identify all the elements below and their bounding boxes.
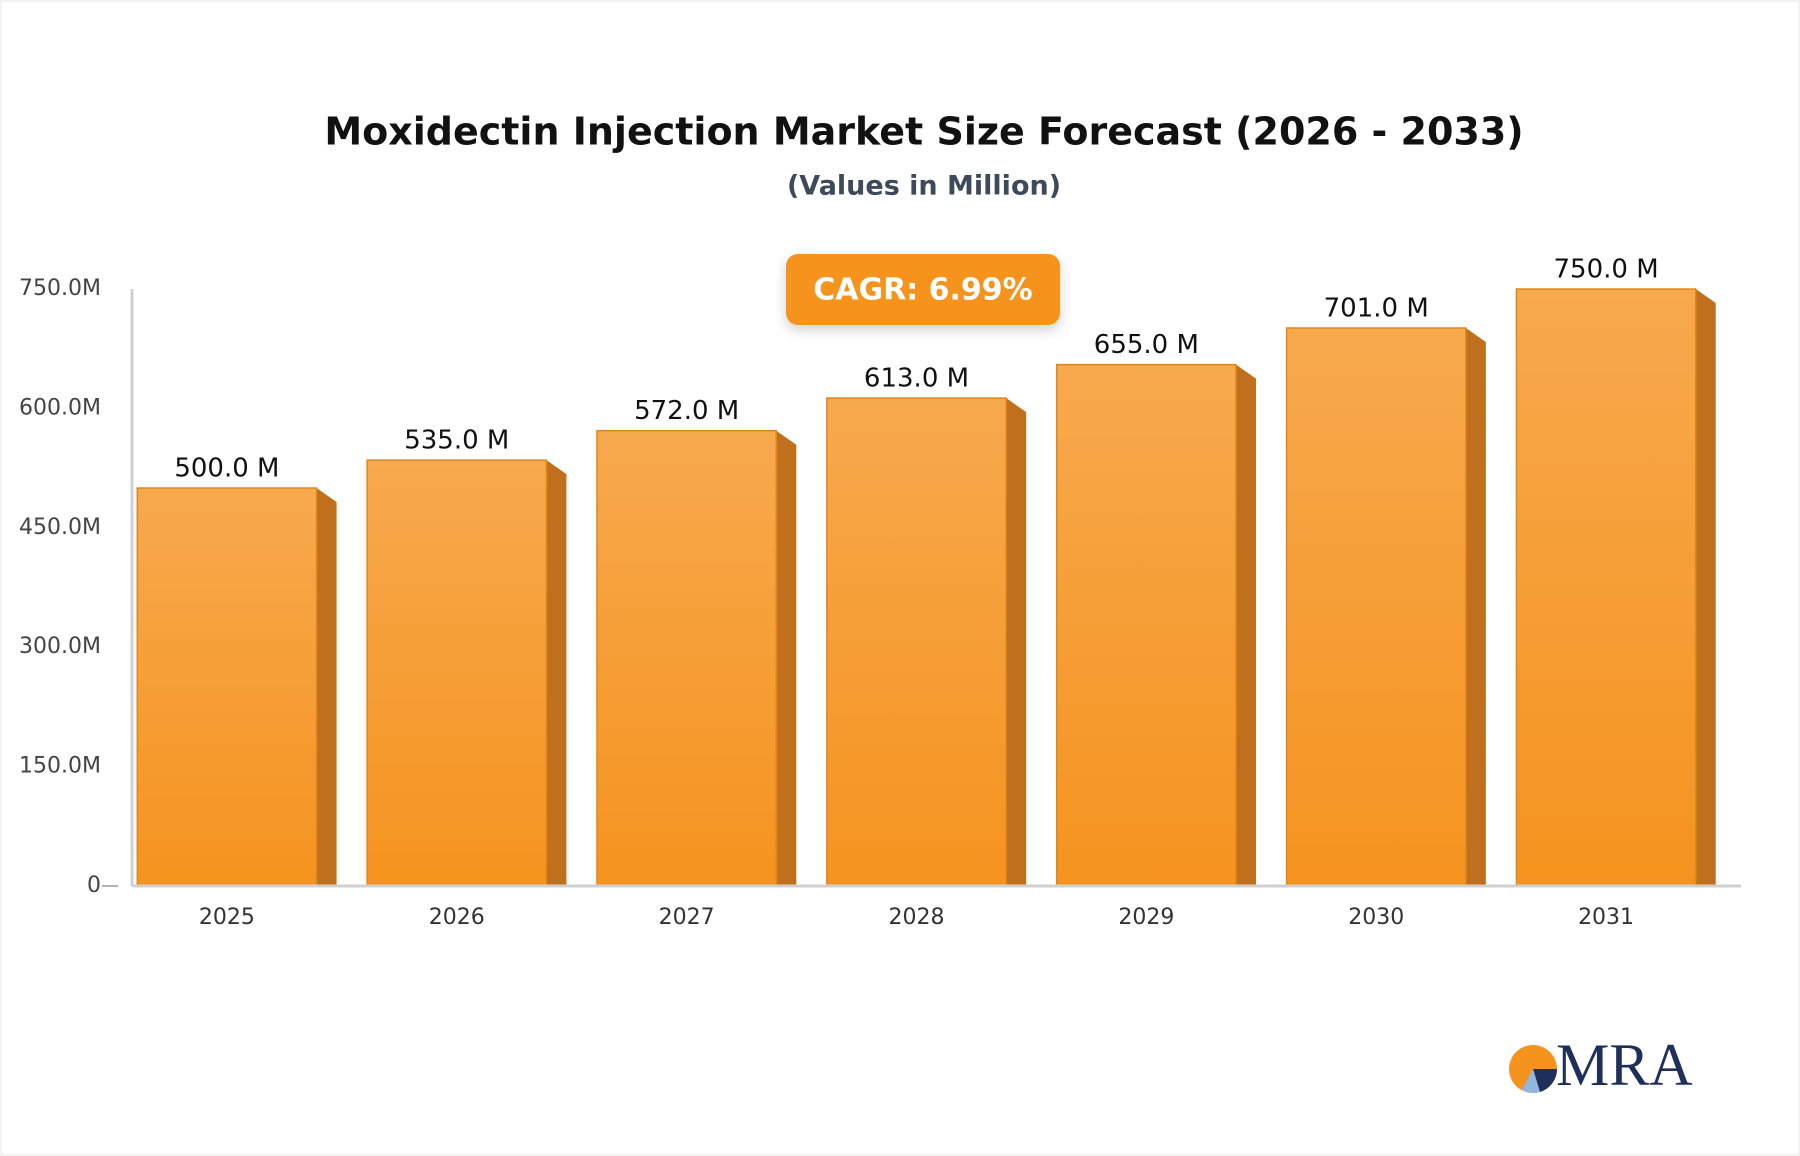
x-tick-label: 2025	[199, 905, 255, 930]
x-tick-label: 2026	[429, 905, 485, 930]
bar-side	[1695, 289, 1716, 886]
cagr-box	[786, 254, 1060, 325]
x-tick-label: 2030	[1348, 905, 1404, 930]
value-label: 500.0 M	[174, 454, 279, 484]
bar	[826, 397, 1007, 887]
chart-subtitle: (Values in Million)	[787, 171, 1061, 202]
value-label: 750.0 M	[1554, 255, 1659, 285]
cagr-label: CAGR: 6.99%	[813, 273, 1032, 308]
logo-text: MRA	[1556, 1032, 1693, 1098]
y-tick-label: 300.0M	[19, 634, 101, 659]
bar	[596, 429, 778, 887]
bar-side	[316, 488, 337, 886]
value-label: 655.0 M	[1094, 330, 1199, 360]
value-label: 535.0 M	[404, 426, 509, 456]
y-tick-label: 150.0M	[19, 754, 101, 779]
bar	[1285, 327, 1467, 887]
bar	[366, 459, 548, 887]
value-label: 572.0 M	[634, 396, 739, 426]
bar-side	[546, 460, 567, 886]
x-tick-label: 2028	[889, 905, 945, 930]
plot-area: 0 150.0M 300.0M 450.0M 600.0M 750.0M 2025 500.0…	[19, 255, 1741, 930]
bar-side	[1465, 328, 1486, 886]
logo-slice	[1533, 1069, 1558, 1092]
y-tick-label: 450.0M	[19, 515, 101, 540]
bar	[1055, 363, 1237, 887]
logo-slice	[1522, 1069, 1540, 1093]
bar	[136, 487, 318, 887]
value-label: 701.0 M	[1324, 294, 1429, 324]
chart-title: Moxidectin Injection Market Size Forecas…	[324, 110, 1523, 154]
y-tick-label: 750.0M	[19, 276, 101, 301]
cagr-badge: CAGR: 6.99%	[786, 254, 1060, 325]
bar-side	[1006, 398, 1027, 886]
y-tick-label: 0	[87, 873, 101, 898]
x-tick-label: 2031	[1578, 905, 1634, 930]
bar-side	[776, 430, 797, 886]
y-tick-label: 600.0M	[19, 395, 101, 420]
x-tick-label: 2027	[659, 905, 715, 930]
bar-side	[1236, 364, 1257, 886]
bar	[1515, 288, 1697, 887]
logo: MRA	[1509, 1032, 1693, 1098]
value-label: 613.0 M	[864, 364, 969, 394]
x-tick-label: 2029	[1118, 905, 1174, 930]
